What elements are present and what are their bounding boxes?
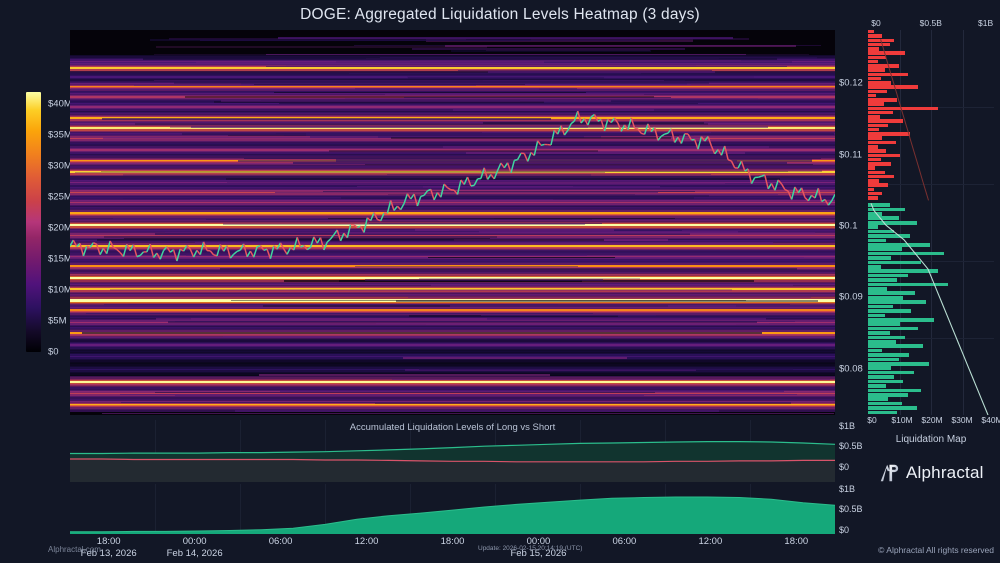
- time-axis-tick: 00:00 Feb 14, 2026: [167, 536, 223, 559]
- lower-subchart-tick: $0.5B: [839, 504, 863, 514]
- accumulated-liquidation-lower[interactable]: [70, 484, 835, 534]
- colorbar-tick: $25M: [48, 192, 72, 203]
- liquidation-map-top-tick: $0.5B: [920, 18, 942, 28]
- lower-subchart-tick: $0: [839, 525, 849, 535]
- chart-page: DOGE: Aggregated Liquidation Levels Heat…: [0, 0, 1000, 563]
- liquidation-map-top-tick: $1B: [978, 18, 993, 28]
- upper-subchart-axis: $1B $0.5B $0: [839, 420, 899, 482]
- time-axis-time: 18:00: [441, 536, 465, 547]
- watermark: Alphractal.com: [48, 545, 101, 554]
- colorbar-tick: $0: [48, 347, 59, 358]
- liquidation-map[interactable]: [868, 30, 994, 415]
- price-axis-tick: $0.11: [839, 149, 862, 160]
- time-axis-time: 12:00: [698, 536, 722, 547]
- colorbar-tick: $5M: [48, 316, 66, 327]
- colorbar-tick: $40M: [48, 99, 72, 110]
- upper-subchart-tick: $0.5B: [839, 441, 863, 451]
- price-axis-tick: $0.12: [839, 78, 863, 89]
- brand-name: Alphractal: [906, 463, 984, 483]
- cumulative-curve: [868, 30, 994, 415]
- price-axis-tick: $0.09: [839, 292, 863, 303]
- liquidation-heatmap[interactable]: [70, 30, 835, 415]
- colorbar-tick: $15M: [48, 254, 72, 265]
- lower-area-series: [70, 484, 835, 534]
- liquidation-map-top-tick: $0: [871, 18, 880, 28]
- time-axis-tick: 12:00: [355, 536, 379, 547]
- time-axis-tick: 06:00: [269, 536, 293, 547]
- time-axis-time: 06:00: [269, 536, 293, 547]
- colorbar-tick: $10M: [48, 285, 72, 296]
- update-timestamp: Update: 2026-02-15 20:14:19 (UTC): [478, 545, 582, 552]
- time-axis-date: Feb 14, 2026: [167, 548, 223, 559]
- colorbar-tick: $20M: [48, 223, 72, 234]
- colorbar-tick: $30M: [48, 161, 72, 172]
- lower-subchart-tick: $1B: [839, 484, 855, 494]
- time-axis-time: 12:00: [355, 536, 379, 547]
- time-axis: 18:00 Feb 13, 2026 00:00 Feb 14, 2026 06:00 1…: [70, 536, 835, 563]
- copyright: © Alphractal All rights reserved: [878, 545, 994, 555]
- page-title: DOGE: Aggregated Liquidation Levels Heat…: [0, 6, 1000, 24]
- time-axis-tick: 12:00: [698, 536, 722, 547]
- price-axis-tick: $0.08: [839, 363, 863, 374]
- time-axis-time: 06:00: [613, 536, 637, 547]
- upper-subchart-tick: $1B: [839, 421, 855, 431]
- time-axis-tick: 06:00: [613, 536, 637, 547]
- time-axis-tick: 18:00: [441, 536, 465, 547]
- colorbar-tick: $35M: [48, 130, 72, 141]
- liquidation-map-bottom-tick: $40M: [981, 415, 1000, 425]
- colorbar-gradient: [26, 92, 41, 352]
- liquidation-map-bottom-tick: $30M: [951, 415, 972, 425]
- time-axis-tick: 18:00: [784, 536, 808, 547]
- lower-subchart-axis: $1B $0.5B $0: [839, 484, 899, 534]
- subchart-title: Accumulated Liquidation Levels of Long v…: [70, 422, 835, 433]
- price-line: [70, 30, 835, 415]
- time-axis-time: 00:00: [183, 536, 207, 547]
- liquidation-map-top-axis: $0 $0.5B $1B: [868, 18, 994, 30]
- liquidation-map-bottom-tick: $20M: [921, 415, 942, 425]
- upper-subchart-tick: $0: [839, 462, 849, 472]
- price-axis-tick: $0.1: [839, 221, 858, 232]
- time-axis-time: 18:00: [784, 536, 808, 547]
